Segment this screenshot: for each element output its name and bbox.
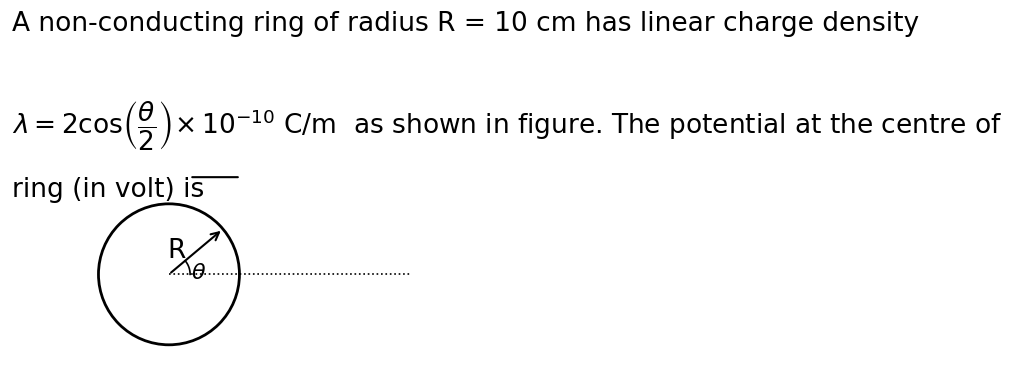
Text: A non-conducting ring of radius R = 10 cm has linear charge density: A non-conducting ring of radius R = 10 c…: [12, 11, 920, 37]
Text: R: R: [167, 238, 185, 264]
Text: $\lambda = 2\cos\!\left(\dfrac{\theta}{2}\right)\!\times 10^{-10}$ C/m  as shown: $\lambda = 2\cos\!\left(\dfrac{\theta}{2…: [12, 99, 1002, 152]
Text: $\theta$: $\theta$: [191, 263, 207, 283]
Text: ring (in volt) is: ring (in volt) is: [12, 177, 205, 203]
